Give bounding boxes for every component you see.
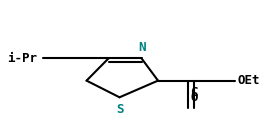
Text: i-Pr: i-Pr	[7, 52, 37, 65]
Text: N: N	[138, 41, 145, 54]
Text: S: S	[116, 103, 123, 116]
Text: OEt: OEt	[238, 74, 260, 87]
Text: C: C	[190, 86, 198, 99]
Text: O: O	[190, 91, 198, 104]
